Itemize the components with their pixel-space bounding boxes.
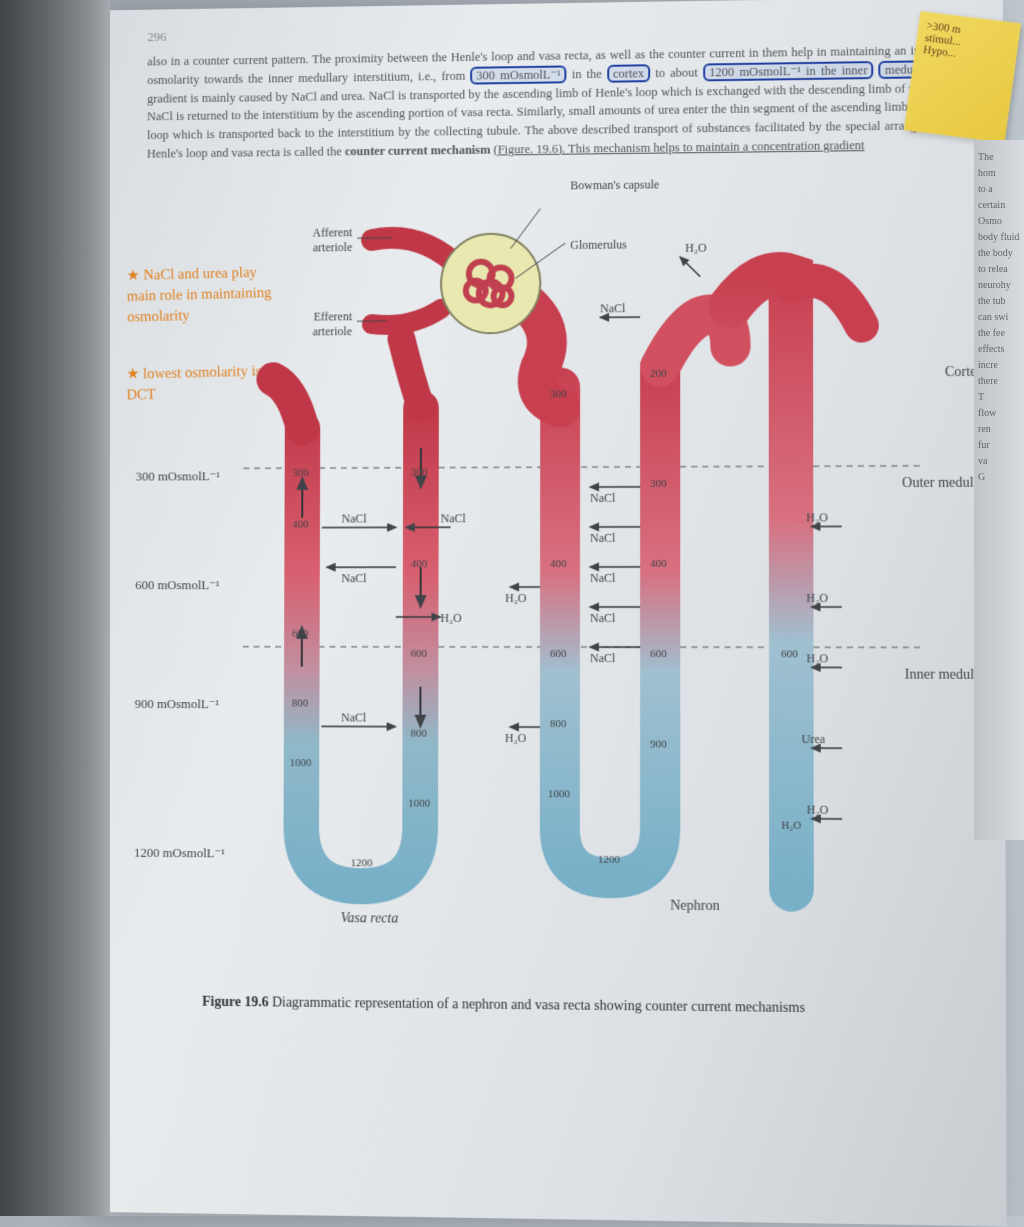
svg-text:600: 600 [550, 647, 567, 659]
svg-text:300: 300 [550, 388, 567, 400]
svg-text:1000: 1000 [548, 788, 571, 800]
label-efferent: Efferent arteriole [273, 309, 352, 339]
svg-text:H₂O: H₂O [807, 802, 829, 816]
nacl-3: NaCl [341, 710, 367, 724]
label-bowman: Bowman's capsule [570, 177, 659, 193]
rf-10: the fee [978, 326, 1020, 342]
rf-16: ren [978, 422, 1020, 438]
rf-17: fur [978, 438, 1020, 454]
highlight-1200: 1200 mOsmolL⁻¹ in the inner [703, 61, 873, 81]
svg-text:900: 900 [650, 738, 667, 750]
svg-text:NaCl: NaCl [590, 650, 616, 664]
para-mid1: in the [572, 67, 607, 81]
rf-3: Osmo [978, 214, 1020, 230]
osmol-600: 600 mOsmolL⁻¹ [135, 577, 219, 593]
svg-text:NaCl: NaCl [590, 530, 616, 544]
rf-13: there [978, 374, 1020, 390]
svg-text:H₂O: H₂O [505, 730, 527, 744]
osmol-300: 300 mOsmolL⁻¹ [136, 468, 220, 484]
svg-text:1200: 1200 [598, 853, 621, 865]
para-mid2: to about [655, 65, 703, 80]
nacl-1: NaCl [342, 511, 368, 525]
svg-text:H₂O: H₂O [781, 819, 801, 831]
osmol-1200: 1200 mOsmolL⁻¹ [134, 844, 225, 860]
rf-19: G [978, 470, 1020, 486]
svg-text:400: 400 [292, 518, 309, 530]
rf-15: flow [978, 406, 1020, 422]
svg-text:400: 400 [650, 557, 667, 569]
svg-text:600: 600 [650, 648, 667, 660]
svg-text:300: 300 [650, 477, 667, 489]
nephron-diagram: 300 mOsmolL⁻¹ 600 mOsmolL⁻¹ 900 mOsmolL⁻… [143, 164, 965, 992]
region-inner: Inner medulla [905, 667, 985, 683]
main-paragraph: also in a counter current pattern. The p… [147, 41, 963, 163]
caption-fignum: Figure 19.6 [202, 994, 268, 1010]
svg-text:NaCl: NaCl [600, 301, 626, 315]
nephron-svg: NaCl NaCl H₂O NaCl NaCl NaCl H₂O NaCl Na… [143, 164, 965, 992]
svg-text:H₂O: H₂O [806, 510, 828, 524]
rf-2: to a certain [978, 182, 1020, 214]
label-vasa-recta: Vasa recta [341, 911, 399, 927]
svg-text:Urea: Urea [801, 731, 825, 745]
para-bold: counter current mechanism [345, 142, 491, 158]
svg-text:H₂O: H₂O [806, 590, 828, 604]
rf-7: neurohy [978, 278, 1020, 294]
svg-text:800: 800 [292, 697, 309, 709]
svg-text:600: 600 [411, 647, 428, 659]
svg-text:400: 400 [411, 558, 428, 570]
para-end: (Figure. 19.6). This mechanism helps to … [494, 138, 865, 156]
svg-text:NaCl: NaCl [590, 570, 616, 584]
rf-18: va [978, 454, 1020, 470]
svg-text:H₂O: H₂O [505, 590, 527, 604]
textbook-page: 296 also in a counter current pattern. T… [103, 0, 1007, 1226]
highlight-cortex: cortex [607, 64, 650, 82]
h2o-1: H₂O [440, 610, 462, 624]
nacl-2: NaCl [341, 571, 367, 585]
highlight-300: 300 mOsmolL⁻¹ [470, 65, 566, 84]
svg-text:H₂O: H₂O [806, 651, 828, 665]
osmol-900: 900 mOsmolL⁻¹ [135, 696, 220, 712]
svg-text:1200: 1200 [351, 857, 373, 869]
svg-text:400: 400 [550, 557, 567, 569]
svg-text:NaCl: NaCl [590, 490, 616, 504]
rf-9: can swi [978, 310, 1020, 326]
svg-text:H₂O: H₂O [685, 240, 707, 254]
svg-text:800: 800 [550, 718, 567, 730]
svg-text:1000: 1000 [408, 797, 430, 809]
rf-14: T [978, 390, 1020, 406]
label-glomerulus: Glomerulus [570, 237, 627, 252]
rf-1: hom [978, 166, 1020, 182]
svg-text:200: 200 [650, 367, 667, 379]
sticky-note: >300 m stimul... Hypo... [904, 11, 1021, 143]
rf-8: the tub [978, 294, 1020, 310]
svg-text:NaCl: NaCl [590, 610, 616, 624]
adjacent-page-fragment: The hom to a certain Osmo body fluid the… [974, 140, 1024, 840]
book-binding [0, 0, 110, 1216]
nacl-4: NaCl [441, 511, 467, 525]
figure-caption: Figure 19.6 Diagrammatic representation … [143, 994, 965, 1019]
rf-11: effects [978, 342, 1020, 358]
label-nephron: Nephron [670, 898, 719, 915]
caption-text: Diagrammatic representation of a nephron… [272, 995, 805, 1016]
svg-text:1000: 1000 [290, 757, 312, 769]
svg-text:600: 600 [781, 648, 798, 660]
svg-text:300: 300 [411, 466, 428, 478]
svg-text:600: 600 [292, 627, 309, 639]
rf-12: incre [978, 358, 1020, 374]
region-outer: Outer medulla [902, 475, 984, 491]
rf-6: to relea [978, 262, 1020, 278]
page-number: 296 [147, 17, 962, 45]
svg-text:800: 800 [410, 727, 427, 739]
rf-0: The [978, 150, 1020, 166]
label-afferent: Afferent arteriole [274, 225, 353, 255]
rf-4: body fluid [978, 230, 1020, 246]
svg-text:300: 300 [293, 467, 310, 479]
rf-5: the body [978, 246, 1020, 262]
